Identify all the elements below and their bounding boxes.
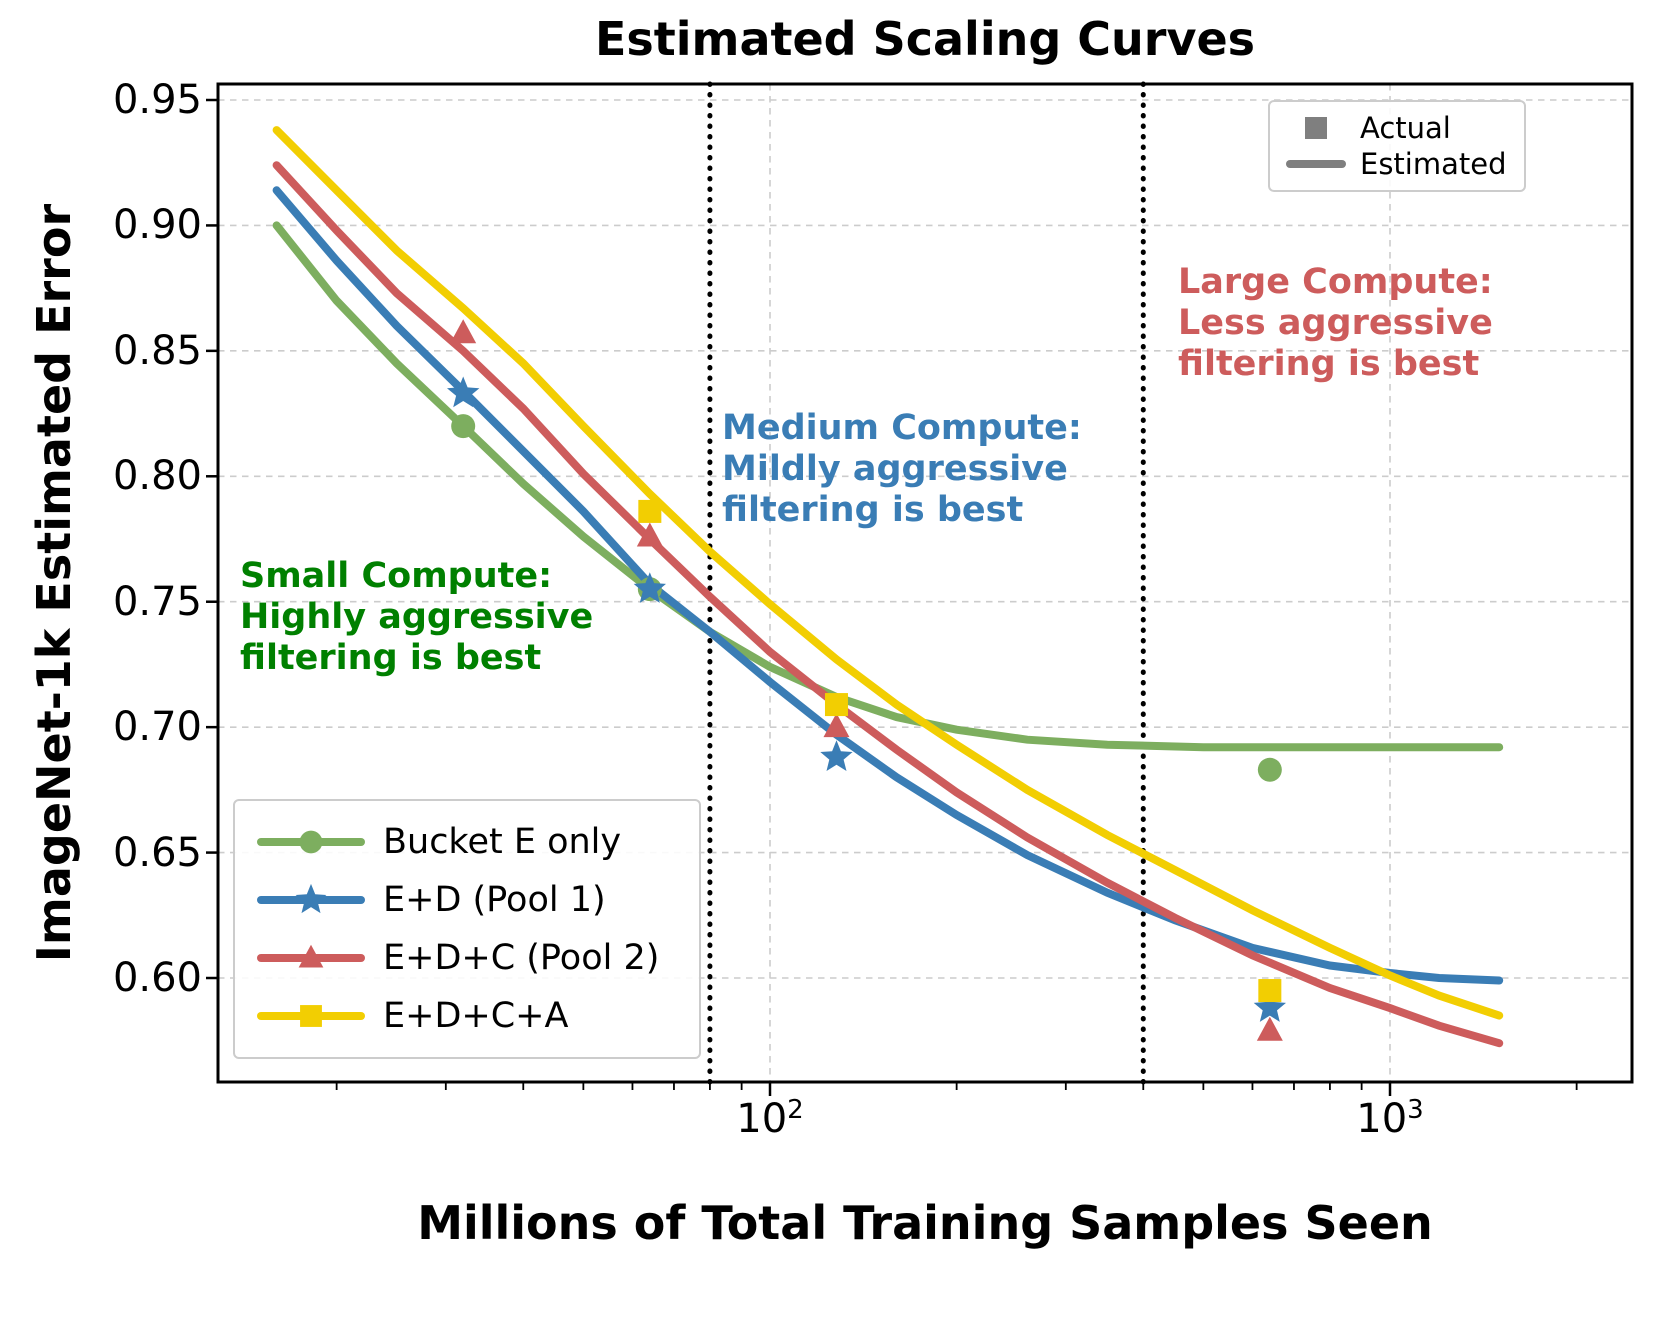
series-legend-entry-3: E+D+C+A <box>255 987 679 1045</box>
marker-square <box>1258 979 1282 1003</box>
legend-entry-actual: Actual <box>1284 110 1510 146</box>
y-tick-label: 0.90 <box>112 202 202 249</box>
chart-title: Estimated Scaling Curves <box>594 12 1256 66</box>
marker-circle <box>299 830 323 854</box>
line-swatch-icon <box>1286 160 1346 168</box>
marker-square <box>300 1005 322 1027</box>
marker-circle <box>451 414 476 439</box>
annotation-small-compute: Small Compute: Highly aggressive filtering… <box>240 556 594 678</box>
y-tick-label: 0.85 <box>112 327 202 374</box>
legend-label: Actual <box>1360 111 1451 145</box>
y-tick-label: 0.75 <box>112 578 202 625</box>
series-legend-label: E+D (Pool 1) <box>383 880 606 920</box>
marker-star <box>820 740 853 771</box>
marker-star <box>633 572 666 603</box>
marker-triangle <box>450 319 477 344</box>
series-legend-label: E+D+C (Pool 2) <box>383 938 660 978</box>
series-legend-entry-2: E+D+C (Pool 2) <box>255 929 679 987</box>
series-legend-entry-1: E+D (Pool 1) <box>255 871 679 929</box>
actual-swatch <box>1284 117 1348 139</box>
actual-markers <box>447 319 1286 1041</box>
marker-triangle <box>823 713 850 738</box>
series-legend-swatch <box>257 883 365 914</box>
x-tick-label: 103 <box>1356 1094 1424 1142</box>
actual-estimated-legend: Actual Estimated <box>1268 100 1526 192</box>
y-tick-label: 0.65 <box>112 829 202 876</box>
marker-triangle <box>636 522 663 547</box>
estimated-curve-2 <box>272 161 1504 1048</box>
y-tick-label: 0.80 <box>112 453 202 500</box>
marker-star <box>447 376 480 408</box>
estimated-curve-3 <box>272 126 1504 1020</box>
estimated-swatch <box>1284 160 1348 168</box>
series-legend-swatch <box>257 830 365 854</box>
annotation-large-compute: Large Compute: Less aggressive filtering i… <box>1178 262 1493 384</box>
axes-frame <box>216 82 1634 1084</box>
marker-circle <box>1257 757 1282 782</box>
marker-square <box>638 499 662 523</box>
legend-entry-estimated: Estimated <box>1284 146 1510 182</box>
series-legend-swatch <box>257 944 365 968</box>
series-legend: Bucket E only E+D (Pool 1) E+D+C (Pool 2) E… <box>233 799 701 1059</box>
y-tick-label: 0.70 <box>112 704 202 751</box>
estimated-curves <box>272 126 1504 1048</box>
legend-label: Estimated <box>1360 147 1507 181</box>
marker-triangle <box>298 944 324 968</box>
compute-regime-dividers <box>707 81 1146 1085</box>
series-legend-label: Bucket E only <box>383 822 622 862</box>
marker-star <box>1253 991 1286 1022</box>
y-tick-label: 0.60 <box>112 955 202 1001</box>
marker-square <box>824 693 848 717</box>
series-legend-label: E+D+C+A <box>383 996 569 1036</box>
series-legend-swatch <box>257 1005 365 1027</box>
marker-star <box>295 883 327 914</box>
x-axis-label: Millions of Total Training Samples Seen <box>417 1196 1433 1250</box>
annotation-medium-compute: Medium Compute: Mildly aggressive filterin… <box>722 408 1082 530</box>
marker-triangle <box>1256 1016 1283 1041</box>
square-marker-icon <box>1305 117 1327 139</box>
axis-ticks <box>206 98 1578 1096</box>
x-tick-label: 102 <box>736 1094 804 1142</box>
series-legend-entry-0: Bucket E only <box>255 813 679 871</box>
estimated-curve-1 <box>272 186 1504 985</box>
y-tick-label: 0.95 <box>112 77 202 123</box>
